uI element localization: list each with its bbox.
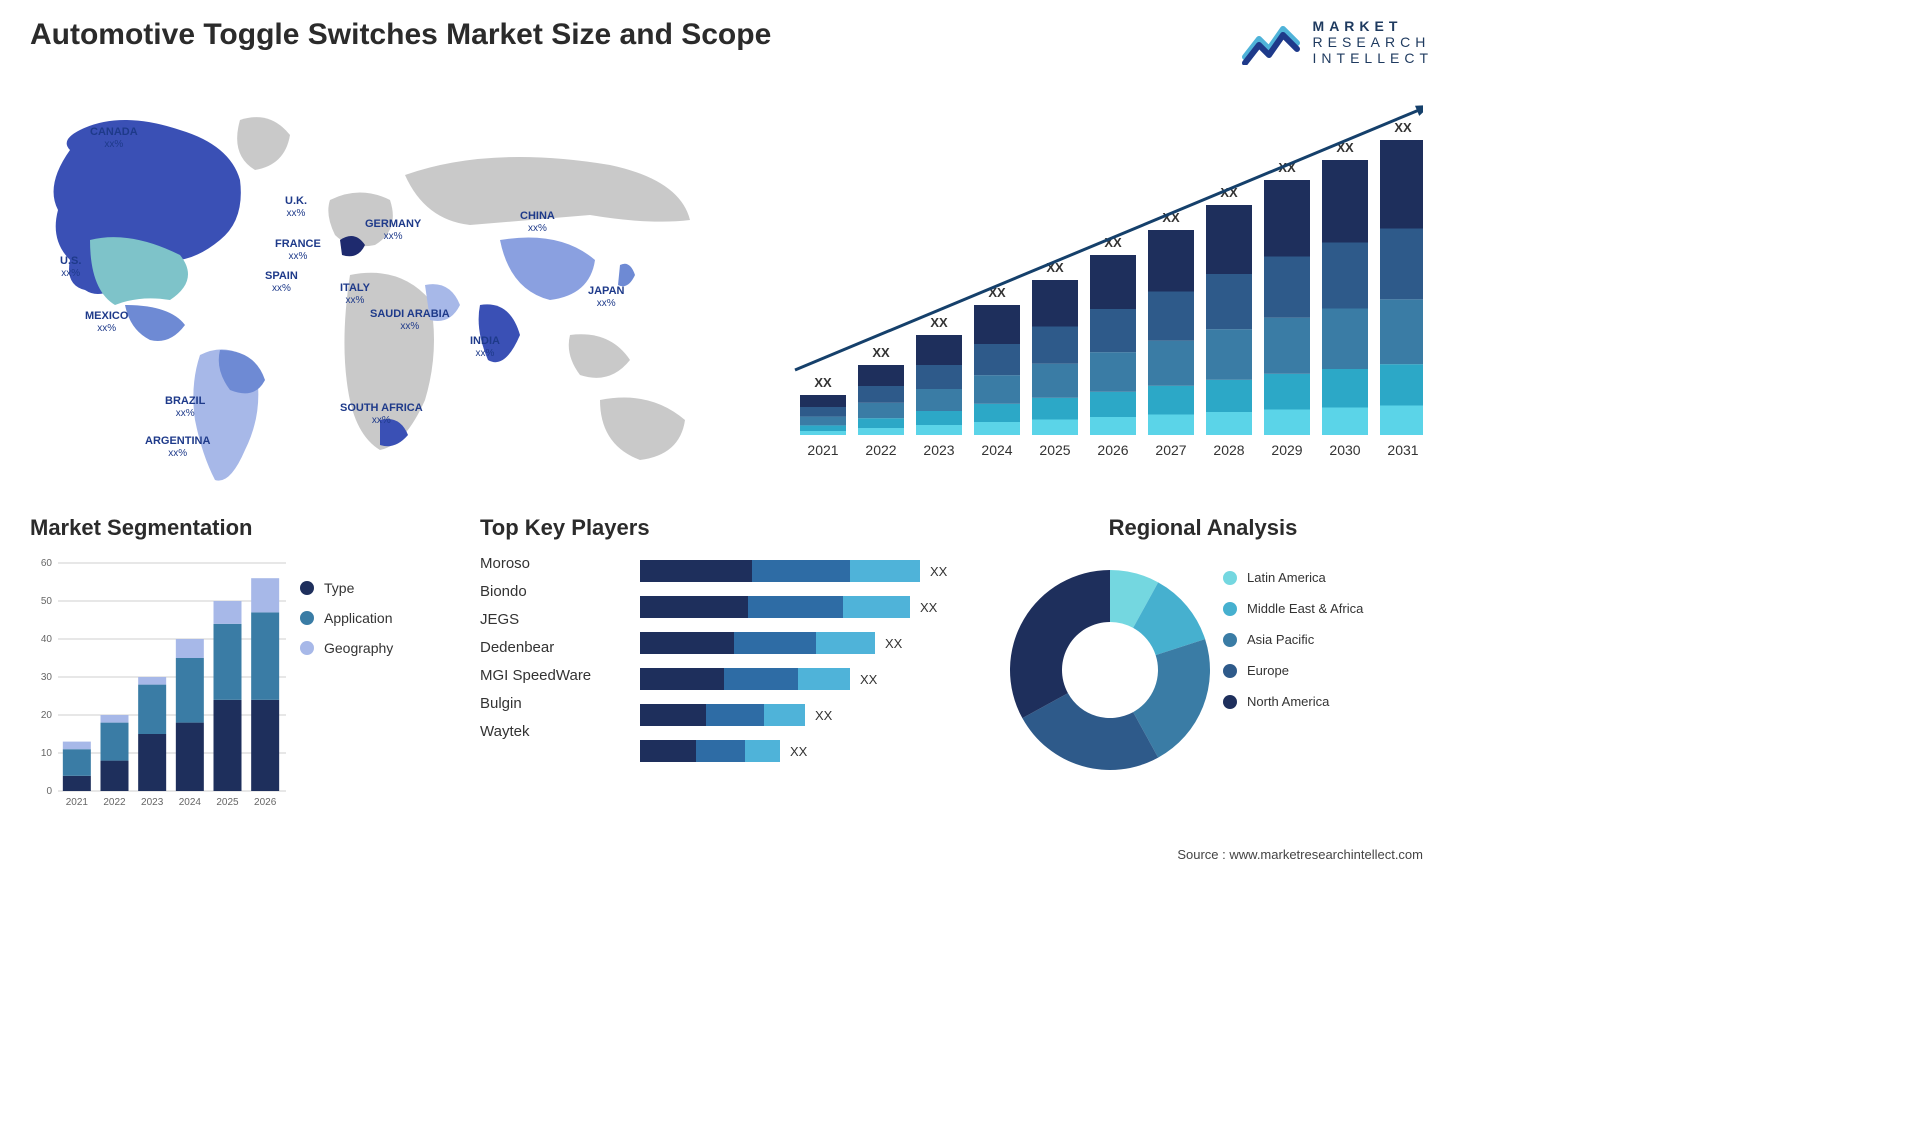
- svg-text:0: 0: [46, 786, 52, 797]
- svg-text:2021: 2021: [807, 442, 838, 458]
- players-section: Top Key Players: [480, 515, 980, 553]
- svg-text:2031: 2031: [1387, 442, 1418, 458]
- svg-text:2022: 2022: [865, 442, 896, 458]
- svg-text:50: 50: [41, 596, 53, 607]
- svg-text:2025: 2025: [216, 797, 239, 808]
- map-label: CHINAxx%: [520, 210, 555, 235]
- player-name: Dedenbear: [480, 639, 620, 656]
- svg-text:2028: 2028: [1213, 442, 1244, 458]
- player-name: Waytek: [480, 723, 620, 740]
- svg-text:2027: 2027: [1155, 442, 1186, 458]
- regional-legend: Latin America Middle East & Africa Asia Pa…: [1223, 570, 1423, 709]
- player-bar-row: XX: [640, 740, 980, 762]
- player-bar-row: XX: [640, 668, 980, 690]
- segmentation-legend: Type Application Geography: [300, 580, 393, 656]
- page-title: Automotive Toggle Switches Market Size a…: [30, 18, 771, 52]
- map-label: SAUDI ARABIAxx%: [370, 308, 450, 333]
- player-bar-row: XX: [640, 704, 980, 726]
- segmentation-chart: 0 10 20 30 40 50 60 2021 2022 2023 2024 2025 2026: [30, 553, 290, 813]
- map-label: CANADAxx%: [90, 126, 138, 151]
- logo-icon: [1241, 19, 1301, 65]
- svg-text:2024: 2024: [179, 797, 202, 808]
- svg-text:2023: 2023: [141, 797, 164, 808]
- regional-section: Regional Analysis: [983, 515, 1423, 553]
- svg-text:2026: 2026: [254, 797, 277, 808]
- players-bar-chart: XX XX XX XX XX XX: [640, 560, 980, 762]
- map-label: GERMANYxx%: [365, 218, 421, 243]
- players-list: Moroso Biondo JEGS Dedenbear MGI SpeedWare Bu…: [480, 555, 620, 740]
- svg-text:60: 60: [41, 558, 53, 569]
- map-label: BRAZILxx%: [165, 395, 205, 420]
- players-title: Top Key Players: [480, 515, 980, 541]
- legend-item: Europe: [1223, 663, 1423, 678]
- player-bar-row: XX: [640, 596, 980, 618]
- map-label: MEXICOxx%: [85, 310, 128, 335]
- logo-text: MARKET RESEARCH INTELLECT: [1313, 18, 1433, 66]
- legend-item: Asia Pacific: [1223, 632, 1423, 647]
- player-name: Moroso: [480, 555, 620, 572]
- legend-item: Application: [300, 610, 393, 626]
- player-name: Biondo: [480, 583, 620, 600]
- segmentation-title: Market Segmentation: [30, 515, 470, 541]
- map-label: ARGENTINAxx%: [145, 435, 210, 460]
- svg-text:2021: 2021: [66, 797, 89, 808]
- svg-text:XX: XX: [930, 315, 948, 330]
- regional-donut-chart: [1000, 560, 1220, 780]
- svg-text:10: 10: [41, 748, 53, 759]
- player-name: Bulgin: [480, 695, 620, 712]
- player-bar-row: XX: [640, 560, 980, 582]
- svg-text:2029: 2029: [1271, 442, 1302, 458]
- legend-item: Latin America: [1223, 570, 1423, 585]
- svg-text:20: 20: [41, 710, 53, 721]
- donut-svg: [1000, 560, 1220, 780]
- map-label: SOUTH AFRICAxx%: [340, 402, 423, 427]
- growth-bar-chart: XX2021XX2022XX2023XX2024XX2025XX2026XX20…: [783, 100, 1423, 470]
- svg-text:2022: 2022: [103, 797, 126, 808]
- player-name: MGI SpeedWare: [480, 667, 620, 684]
- world-map-region: CANADAxx% U.S.xx% MEXICOxx% BRAZILxx% ARGENT…: [30, 90, 730, 490]
- brand-logo: MARKET RESEARCH INTELLECT: [1241, 18, 1433, 66]
- segmentation-chart-svg: 0 10 20 30 40 50 60 2021 2022 2023 2024 2025 2026: [30, 553, 290, 813]
- svg-text:2023: 2023: [923, 442, 954, 458]
- svg-text:XX: XX: [872, 345, 890, 360]
- svg-text:40: 40: [41, 634, 53, 645]
- legend-item: Middle East & Africa: [1223, 601, 1423, 616]
- legend-item: Geography: [300, 640, 393, 656]
- player-name: JEGS: [480, 611, 620, 628]
- map-label: SPAINxx%: [265, 270, 298, 295]
- map-label: JAPANxx%: [588, 285, 624, 310]
- map-label: U.S.xx%: [60, 255, 81, 280]
- legend-item: North America: [1223, 694, 1423, 709]
- player-bar-row: XX: [640, 632, 980, 654]
- svg-text:XX: XX: [1394, 120, 1412, 135]
- map-label: INDIAxx%: [470, 335, 500, 360]
- growth-chart-svg: XX2021XX2022XX2023XX2024XX2025XX2026XX20…: [783, 100, 1423, 470]
- source-attribution: Source : www.marketresearchintellect.com: [1177, 847, 1423, 862]
- map-label: FRANCExx%: [275, 238, 321, 263]
- svg-text:XX: XX: [814, 375, 832, 390]
- svg-text:2030: 2030: [1329, 442, 1360, 458]
- regional-title: Regional Analysis: [983, 515, 1423, 541]
- svg-text:30: 30: [41, 672, 53, 683]
- legend-item: Type: [300, 580, 393, 596]
- svg-text:2026: 2026: [1097, 442, 1128, 458]
- svg-text:2024: 2024: [981, 442, 1012, 458]
- map-label: ITALYxx%: [340, 282, 370, 307]
- map-label: U.K.xx%: [285, 195, 307, 220]
- svg-text:2025: 2025: [1039, 442, 1070, 458]
- segmentation-section: Market Segmentation 0 10 20 30 40 50 60 2021 202…: [30, 515, 470, 813]
